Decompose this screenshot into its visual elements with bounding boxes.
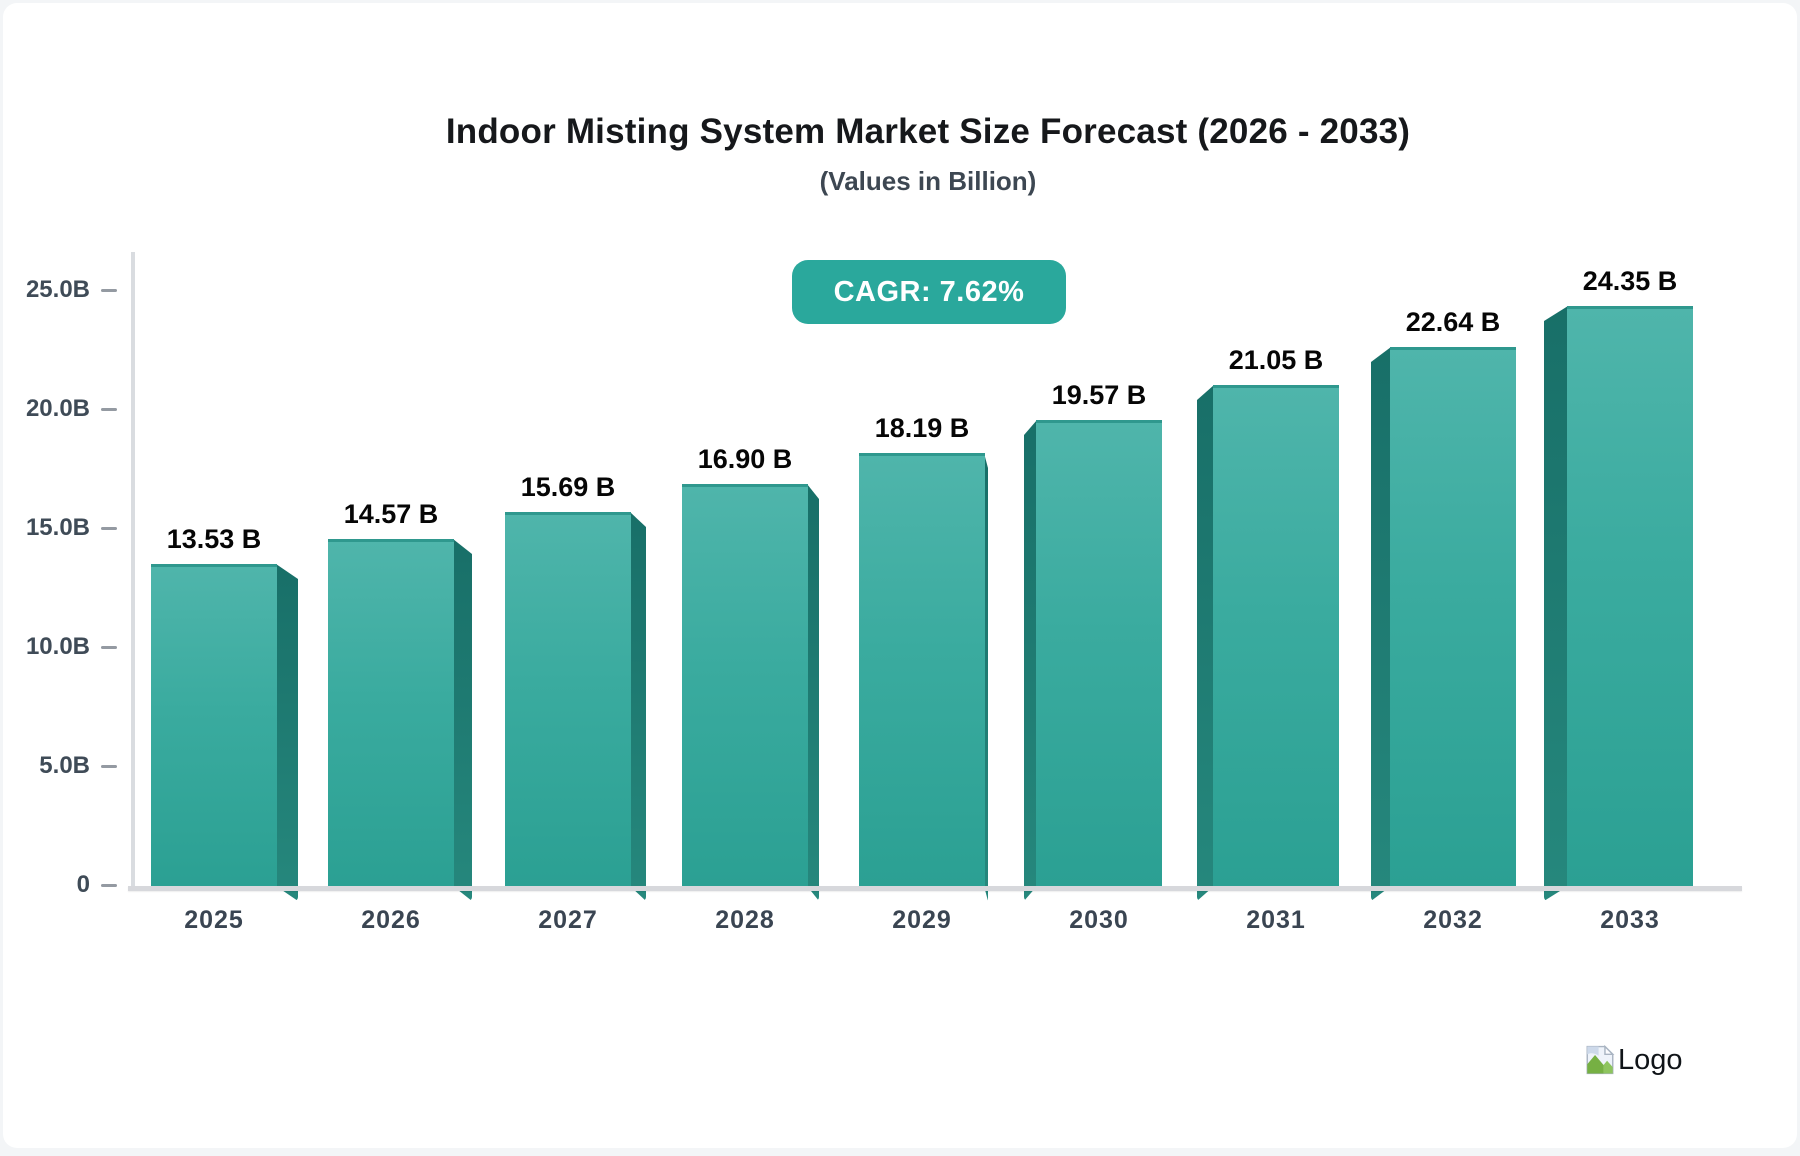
- y-axis-line: [131, 252, 135, 891]
- bar-3d-side: [1024, 420, 1037, 901]
- y-axis-tick-label: 10.0B: [25, 632, 90, 660]
- y-axis-tick-label: 5.0B: [39, 751, 90, 779]
- y-axis-tick-mark: [101, 288, 117, 292]
- bar-2027: [505, 512, 631, 886]
- x-axis-label-2025: 2025: [184, 906, 244, 934]
- x-axis-label-2032: 2032: [1423, 906, 1483, 934]
- bar-3d-side: [630, 512, 646, 901]
- chart-title: Indoor Misting System Market Size Foreca…: [445, 112, 1411, 151]
- bar-value-label: 18.19 B: [874, 413, 970, 443]
- bar-3d-side: [276, 564, 298, 901]
- bar-3d-side: [1371, 347, 1391, 901]
- y-axis-tick-label: 25.0B: [25, 275, 90, 303]
- bar-value-label: 24.35 B: [1582, 266, 1678, 296]
- bar-value-label: 14.57 B: [343, 499, 439, 529]
- bar-value-label: 19.57 B: [1051, 380, 1147, 410]
- broken-image-icon: [1583, 1043, 1617, 1077]
- y-axis-tick-mark: [101, 884, 117, 887]
- bar-3d-side: [453, 539, 472, 901]
- bar-3d-side: [1544, 306, 1568, 901]
- x-axis-label-2031: 2031: [1246, 906, 1306, 934]
- y-axis-tick-mark: [101, 645, 117, 649]
- x-axis-label-2030: 2030: [1069, 906, 1129, 934]
- bar-value-label: 16.90 B: [697, 444, 793, 474]
- x-axis-label-2028: 2028: [715, 906, 775, 934]
- bar-value-label: 22.64 B: [1405, 307, 1501, 337]
- bar-2030: [1036, 420, 1162, 886]
- bar-value-label: 21.05 B: [1228, 345, 1324, 375]
- y-axis-tick-mark: [101, 764, 117, 768]
- bar-2032: [1390, 347, 1516, 886]
- logo-alt-text: Logo: [1618, 1043, 1683, 1076]
- bar-3d-side: [1197, 385, 1214, 901]
- cagr-badge: CAGR: 7.62%: [792, 260, 1066, 324]
- x-axis-baseline: [128, 886, 1742, 891]
- x-axis-label-2026: 2026: [361, 906, 421, 934]
- y-axis-tick-label: 0: [76, 871, 90, 898]
- logo: Logo: [1583, 1038, 1683, 1082]
- bar-2026: [328, 539, 454, 886]
- bar-3d-side: [807, 484, 819, 901]
- bar-value-label: 13.53 B: [166, 524, 262, 554]
- x-axis-label-2029: 2029: [892, 906, 952, 934]
- bar-2031: [1213, 385, 1339, 886]
- y-axis-tick-mark: [101, 526, 117, 530]
- x-axis-label-2033: 2033: [1600, 906, 1660, 934]
- y-axis-tick-label: 15.0B: [25, 513, 90, 541]
- y-axis-tick-mark: [101, 407, 117, 411]
- x-axis-label-2027: 2027: [538, 906, 598, 934]
- chart-subtitle: (Values in Billion): [819, 166, 1037, 196]
- bar-2029: [859, 453, 985, 886]
- bar-2028: [682, 484, 808, 886]
- bar-value-label: 15.69 B: [520, 472, 616, 502]
- bar-3d-side: [984, 453, 988, 901]
- bar-2025: [151, 564, 277, 886]
- bar-2033: [1567, 306, 1693, 886]
- y-axis-tick-label: 20.0B: [25, 394, 90, 422]
